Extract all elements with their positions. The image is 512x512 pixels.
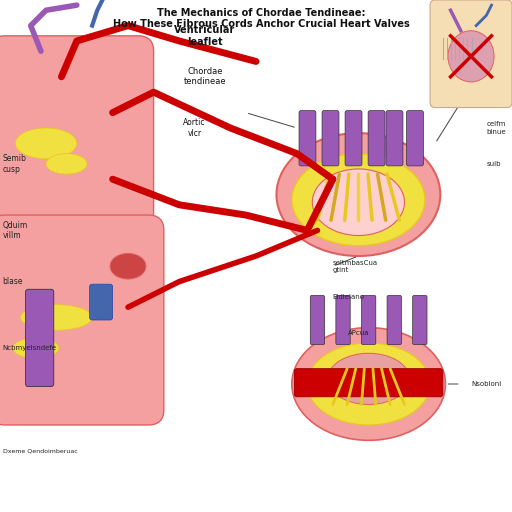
Ellipse shape [307, 343, 430, 425]
FancyBboxPatch shape [0, 36, 154, 230]
FancyBboxPatch shape [299, 111, 316, 166]
FancyBboxPatch shape [336, 295, 350, 345]
Ellipse shape [292, 154, 425, 246]
Text: Chordae
tendineae: Chordae tendineae [183, 67, 226, 87]
FancyBboxPatch shape [430, 0, 512, 108]
FancyBboxPatch shape [90, 284, 113, 320]
Text: Ventricular
leaflet: Ventricular leaflet [174, 25, 236, 47]
Text: Eidielano: Eidielano [333, 294, 365, 300]
Text: Nsobloni: Nsobloni [471, 381, 501, 387]
FancyBboxPatch shape [294, 369, 443, 397]
FancyBboxPatch shape [310, 295, 325, 345]
Ellipse shape [292, 328, 445, 440]
FancyBboxPatch shape [26, 289, 54, 387]
FancyBboxPatch shape [413, 295, 427, 345]
Ellipse shape [110, 253, 146, 279]
FancyBboxPatch shape [361, 295, 376, 345]
Ellipse shape [13, 338, 59, 358]
Text: The Mechanics of Chordae Tendineae:
How These Fibrous Cords Anchor Crucial Heart: The Mechanics of Chordae Tendineae: How … [113, 8, 410, 29]
Text: celfm
binue: celfm binue [486, 121, 506, 135]
FancyBboxPatch shape [322, 111, 339, 166]
Text: Dxeme Qendoimberuac: Dxeme Qendoimberuac [3, 448, 77, 453]
Ellipse shape [312, 169, 404, 236]
Ellipse shape [276, 133, 440, 256]
Text: seltmbasCua
gtint: seltmbasCua gtint [333, 260, 378, 273]
Text: APcua: APcua [348, 330, 369, 336]
Text: Semib
cusp: Semib cusp [3, 154, 27, 174]
Text: blase: blase [3, 277, 23, 286]
Text: Ncbmyelsndefe: Ncbmyelsndefe [3, 345, 57, 351]
Text: Qduim
villm: Qduim villm [3, 221, 28, 240]
Text: Aortic
vlcr: Aortic vlcr [183, 118, 206, 138]
Text: suib: suib [486, 161, 501, 167]
FancyBboxPatch shape [407, 111, 423, 166]
Ellipse shape [20, 305, 92, 330]
Ellipse shape [46, 154, 87, 174]
FancyBboxPatch shape [368, 111, 385, 166]
FancyBboxPatch shape [345, 111, 362, 166]
FancyBboxPatch shape [387, 295, 401, 345]
Ellipse shape [328, 353, 410, 404]
Ellipse shape [15, 128, 77, 159]
FancyBboxPatch shape [0, 215, 164, 425]
Ellipse shape [448, 31, 494, 82]
FancyBboxPatch shape [386, 111, 403, 166]
